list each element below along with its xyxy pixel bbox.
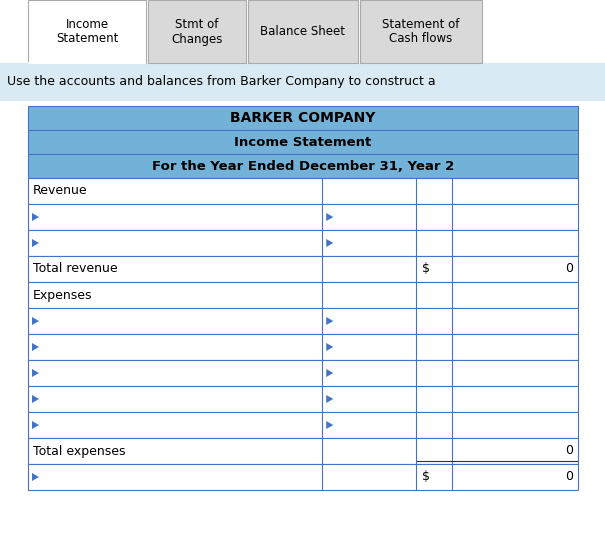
- Bar: [28, 0, 146, 63]
- Bar: [28, 438, 578, 464]
- Bar: [28, 230, 578, 256]
- Text: 0: 0: [565, 445, 573, 458]
- Polygon shape: [326, 213, 333, 221]
- Bar: [28, 282, 578, 308]
- Bar: [248, 0, 358, 63]
- Text: 0: 0: [565, 263, 573, 276]
- Bar: [28, 386, 578, 412]
- Polygon shape: [326, 421, 333, 429]
- Text: $: $: [422, 263, 430, 276]
- Text: Income
Statement: Income Statement: [56, 17, 118, 45]
- Polygon shape: [32, 395, 39, 403]
- Text: 0: 0: [565, 470, 573, 483]
- Polygon shape: [32, 421, 39, 429]
- Bar: [28, 256, 578, 282]
- Text: Revenue: Revenue: [33, 184, 88, 198]
- Text: BARKER COMPANY: BARKER COMPANY: [231, 111, 376, 125]
- Bar: [28, 308, 578, 334]
- Bar: [28, 130, 578, 154]
- Polygon shape: [32, 473, 39, 481]
- Polygon shape: [32, 317, 39, 325]
- Polygon shape: [32, 239, 39, 247]
- Bar: [28, 106, 578, 130]
- Text: Stmt of
Changes: Stmt of Changes: [171, 17, 223, 45]
- Polygon shape: [32, 369, 39, 377]
- Polygon shape: [326, 317, 333, 325]
- Text: Total expenses: Total expenses: [33, 445, 125, 458]
- Polygon shape: [326, 369, 333, 377]
- Polygon shape: [326, 395, 333, 403]
- Bar: [0, 63, 605, 101]
- Text: Expenses: Expenses: [33, 288, 93, 301]
- Bar: [28, 154, 578, 178]
- Text: Balance Sheet: Balance Sheet: [261, 25, 345, 38]
- Text: $: $: [422, 470, 430, 483]
- Polygon shape: [32, 343, 39, 351]
- Text: For the Year Ended December 31, Year 2: For the Year Ended December 31, Year 2: [152, 160, 454, 172]
- Polygon shape: [326, 239, 333, 247]
- Text: Statement of
Cash flows: Statement of Cash flows: [382, 17, 460, 45]
- Polygon shape: [326, 343, 333, 351]
- Bar: [28, 412, 578, 438]
- Bar: [28, 360, 578, 386]
- Bar: [28, 178, 578, 204]
- Bar: [148, 0, 246, 63]
- Text: Total revenue: Total revenue: [33, 263, 117, 276]
- Bar: [28, 204, 578, 230]
- Bar: [360, 0, 482, 63]
- Text: Use the accounts and balances from Barker Company to construct a: Use the accounts and balances from Barke…: [7, 76, 436, 88]
- Bar: [28, 464, 578, 490]
- Text: Income Statement: Income Statement: [234, 136, 371, 148]
- Polygon shape: [32, 213, 39, 221]
- Bar: [28, 334, 578, 360]
